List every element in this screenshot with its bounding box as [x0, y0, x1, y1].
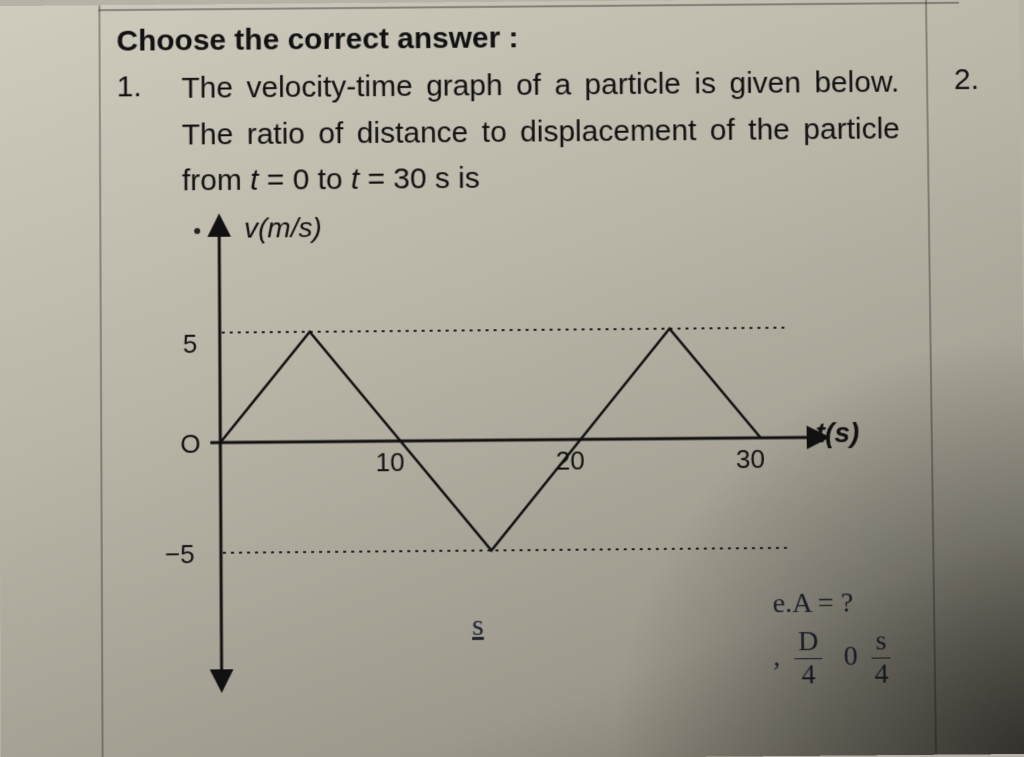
handwriting-scribble: s	[472, 609, 484, 643]
stray-dot-icon	[194, 228, 200, 234]
top-rule	[98, 2, 958, 11]
hand-frac1-num: D	[794, 626, 823, 659]
hand-frac2-num: s	[871, 625, 890, 658]
y-axis	[219, 223, 222, 684]
question-number-2: 2.	[954, 63, 979, 97]
x-axis	[210, 437, 820, 442]
hand-zero: 0	[829, 641, 864, 672]
guide-y-neg5	[223, 548, 792, 553]
question-text: The velocity-time graph of a particle is…	[181, 60, 900, 205]
section-instruction: Choose the correct answer :	[116, 21, 518, 58]
guide-y5	[222, 328, 790, 333]
handwriting-line1: e.A = ?	[772, 587, 853, 620]
column-rule-left	[98, 5, 103, 757]
handwriting-line2: , D 4 0 s 4	[773, 625, 891, 691]
question-number-1: 1.	[117, 70, 142, 104]
hand-frac2-den: 4	[872, 658, 891, 690]
hand-comma: ,	[773, 641, 787, 672]
velocity-time-graph	[149, 207, 854, 694]
column-rule-right	[925, 0, 937, 755]
hand-frac1-den: 4	[794, 659, 823, 691]
scanned-page: Choose the correct answer : 1. 2. The ve…	[0, 0, 1024, 757]
